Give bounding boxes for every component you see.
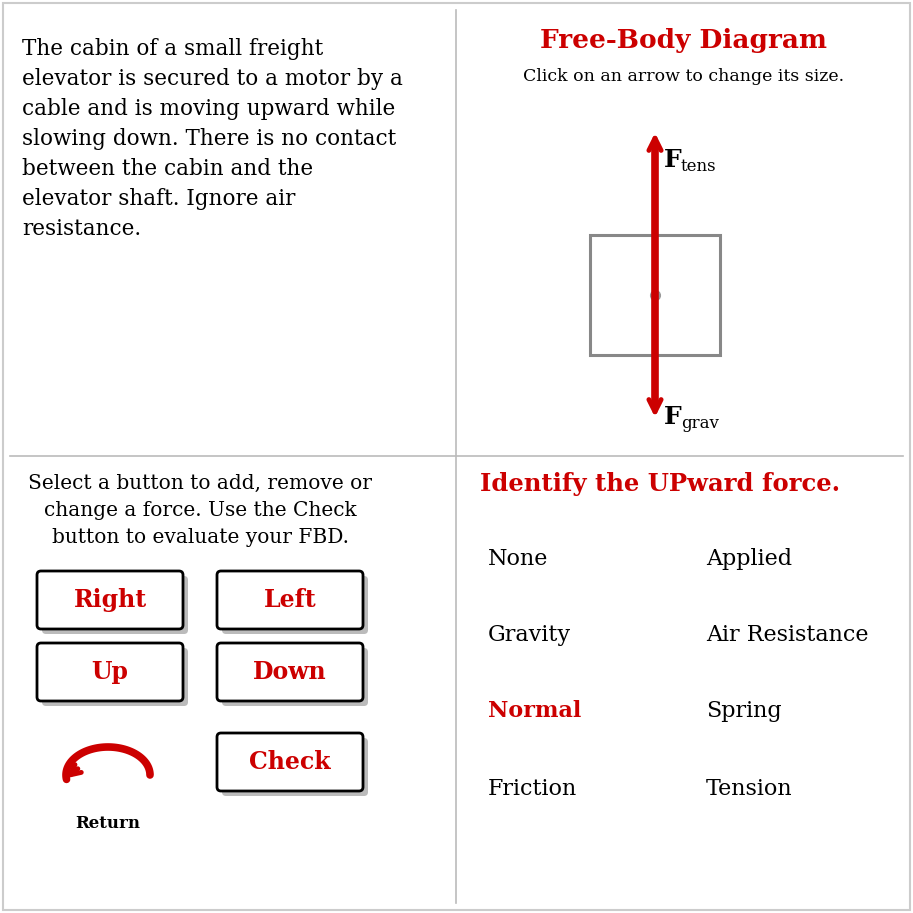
Text: between the cabin and the: between the cabin and the xyxy=(22,158,313,180)
Text: Free-Body Diagram: Free-Body Diagram xyxy=(540,28,827,53)
Text: Identify the UPward force.: Identify the UPward force. xyxy=(480,472,840,496)
Text: Select a button to add, remove or: Select a button to add, remove or xyxy=(28,474,372,493)
Text: tens: tens xyxy=(681,158,717,175)
Bar xyxy=(590,235,720,355)
Text: None: None xyxy=(488,548,549,570)
FancyBboxPatch shape xyxy=(217,643,363,701)
Text: Left: Left xyxy=(264,588,316,612)
Text: Normal: Normal xyxy=(488,700,582,722)
Text: Air Resistance: Air Resistance xyxy=(706,624,868,646)
Text: slowing down. There is no contact: slowing down. There is no contact xyxy=(22,128,396,150)
Text: Applied: Applied xyxy=(706,548,792,570)
Text: $\mathregular{F}$: $\mathregular{F}$ xyxy=(663,148,682,172)
Text: $\mathregular{F}$: $\mathregular{F}$ xyxy=(663,405,682,429)
Text: The cabin of a small freight: The cabin of a small freight xyxy=(22,38,323,60)
Text: Up: Up xyxy=(91,660,129,684)
Text: Click on an arrow to change its size.: Click on an arrow to change its size. xyxy=(523,68,845,85)
Text: Check: Check xyxy=(249,750,331,774)
FancyBboxPatch shape xyxy=(42,648,188,706)
Text: elevator shaft. Ignore air: elevator shaft. Ignore air xyxy=(22,188,296,210)
Text: Spring: Spring xyxy=(706,700,782,722)
FancyBboxPatch shape xyxy=(222,576,368,634)
Text: Friction: Friction xyxy=(488,778,577,800)
Text: elevator is secured to a motor by a: elevator is secured to a motor by a xyxy=(22,68,403,90)
Text: grav: grav xyxy=(681,415,719,432)
Text: button to evaluate your FBD.: button to evaluate your FBD. xyxy=(51,528,349,547)
FancyBboxPatch shape xyxy=(217,733,363,791)
Text: change a force. Use the Check: change a force. Use the Check xyxy=(44,501,356,520)
FancyBboxPatch shape xyxy=(217,571,363,629)
Text: Down: Down xyxy=(253,660,327,684)
FancyBboxPatch shape xyxy=(222,648,368,706)
FancyBboxPatch shape xyxy=(37,571,183,629)
FancyBboxPatch shape xyxy=(42,576,188,634)
FancyBboxPatch shape xyxy=(37,643,183,701)
Text: Right: Right xyxy=(73,588,147,612)
FancyBboxPatch shape xyxy=(222,738,368,796)
Text: Tension: Tension xyxy=(706,778,792,800)
Text: resistance.: resistance. xyxy=(22,218,142,240)
Text: Gravity: Gravity xyxy=(488,624,572,646)
Text: Return: Return xyxy=(76,815,141,832)
Text: cable and is moving upward while: cable and is moving upward while xyxy=(22,98,395,120)
